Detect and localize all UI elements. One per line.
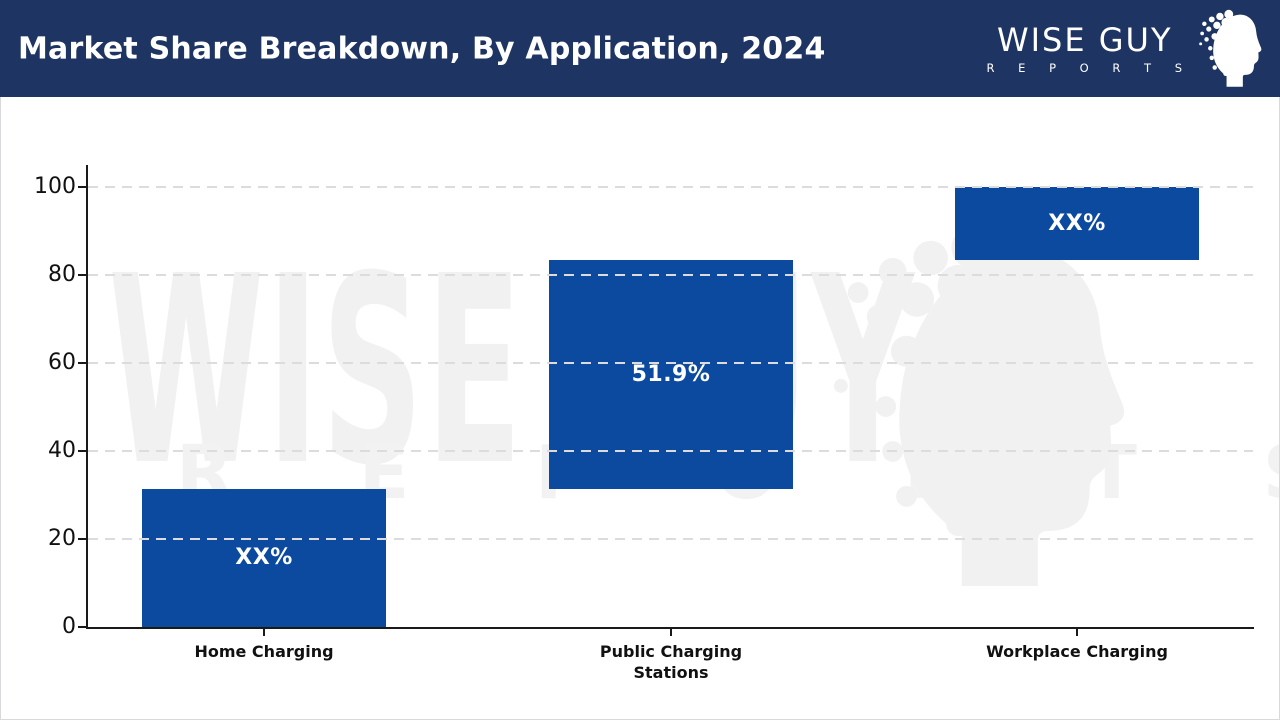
- logo-wordmark: WISE GUY: [996, 20, 1173, 59]
- gridline-100: [88, 186, 1253, 188]
- gridline-20: [88, 538, 1253, 540]
- x-tick-mark-public-charging-stations: [670, 629, 672, 636]
- wiseguy-logo: WISE GUY R E P O R T S: [978, 7, 1269, 91]
- y-tick-mark-40: [78, 450, 87, 452]
- page-title: Market Share Breakdown, By Application, …: [18, 31, 826, 66]
- y-tick-mark-60: [78, 362, 87, 364]
- y-tick-mark-20: [78, 538, 87, 540]
- y-tick-label-20: 20: [48, 526, 76, 551]
- y-tick-label-60: 60: [48, 350, 76, 375]
- logo-text: WISE GUY R E P O R T S: [978, 24, 1193, 75]
- bar-public-charging-stations: 51.9%: [549, 260, 793, 489]
- bar-value-label-public-charging-stations: 51.9%: [631, 362, 711, 388]
- x-tick-mark-workplace-charging: [1076, 629, 1078, 636]
- gridline-40: [88, 450, 1253, 452]
- x-category-label-home-charging: Home Charging: [194, 642, 334, 661]
- y-tick-label-80: 80: [48, 262, 76, 287]
- y-tick-mark-80: [78, 274, 87, 276]
- gridline-80: [88, 274, 1253, 276]
- y-tick-label-100: 100: [34, 174, 76, 199]
- bar-value-label-home-charging: XX%: [235, 545, 293, 571]
- y-axis-line: [86, 165, 88, 629]
- x-category-label-workplace-charging: Workplace Charging: [986, 642, 1168, 661]
- bar-home-charging: XX%: [142, 488, 386, 627]
- y-tick-mark-0: [78, 626, 87, 628]
- wiseguy-head-logo-icon: [1199, 9, 1262, 87]
- logo-subtitle: R E P O R T S: [986, 60, 1192, 75]
- x-axis-line: [86, 627, 1254, 629]
- y-tick-label-40: 40: [48, 438, 76, 463]
- x-tick-mark-home-charging: [263, 629, 265, 636]
- x-category-label-public-charging-stations: Public Charging Stations: [599, 642, 743, 682]
- y-tick-mark-100: [78, 186, 87, 188]
- header-bar: Market Share Breakdown, By Application, …: [0, 0, 1280, 97]
- bar-workplace-charging: XX%: [955, 187, 1199, 261]
- y-tick-label-0: 0: [62, 614, 76, 639]
- gridline-60: [88, 362, 1253, 364]
- bar-value-label-workplace-charging: XX%: [1048, 211, 1106, 237]
